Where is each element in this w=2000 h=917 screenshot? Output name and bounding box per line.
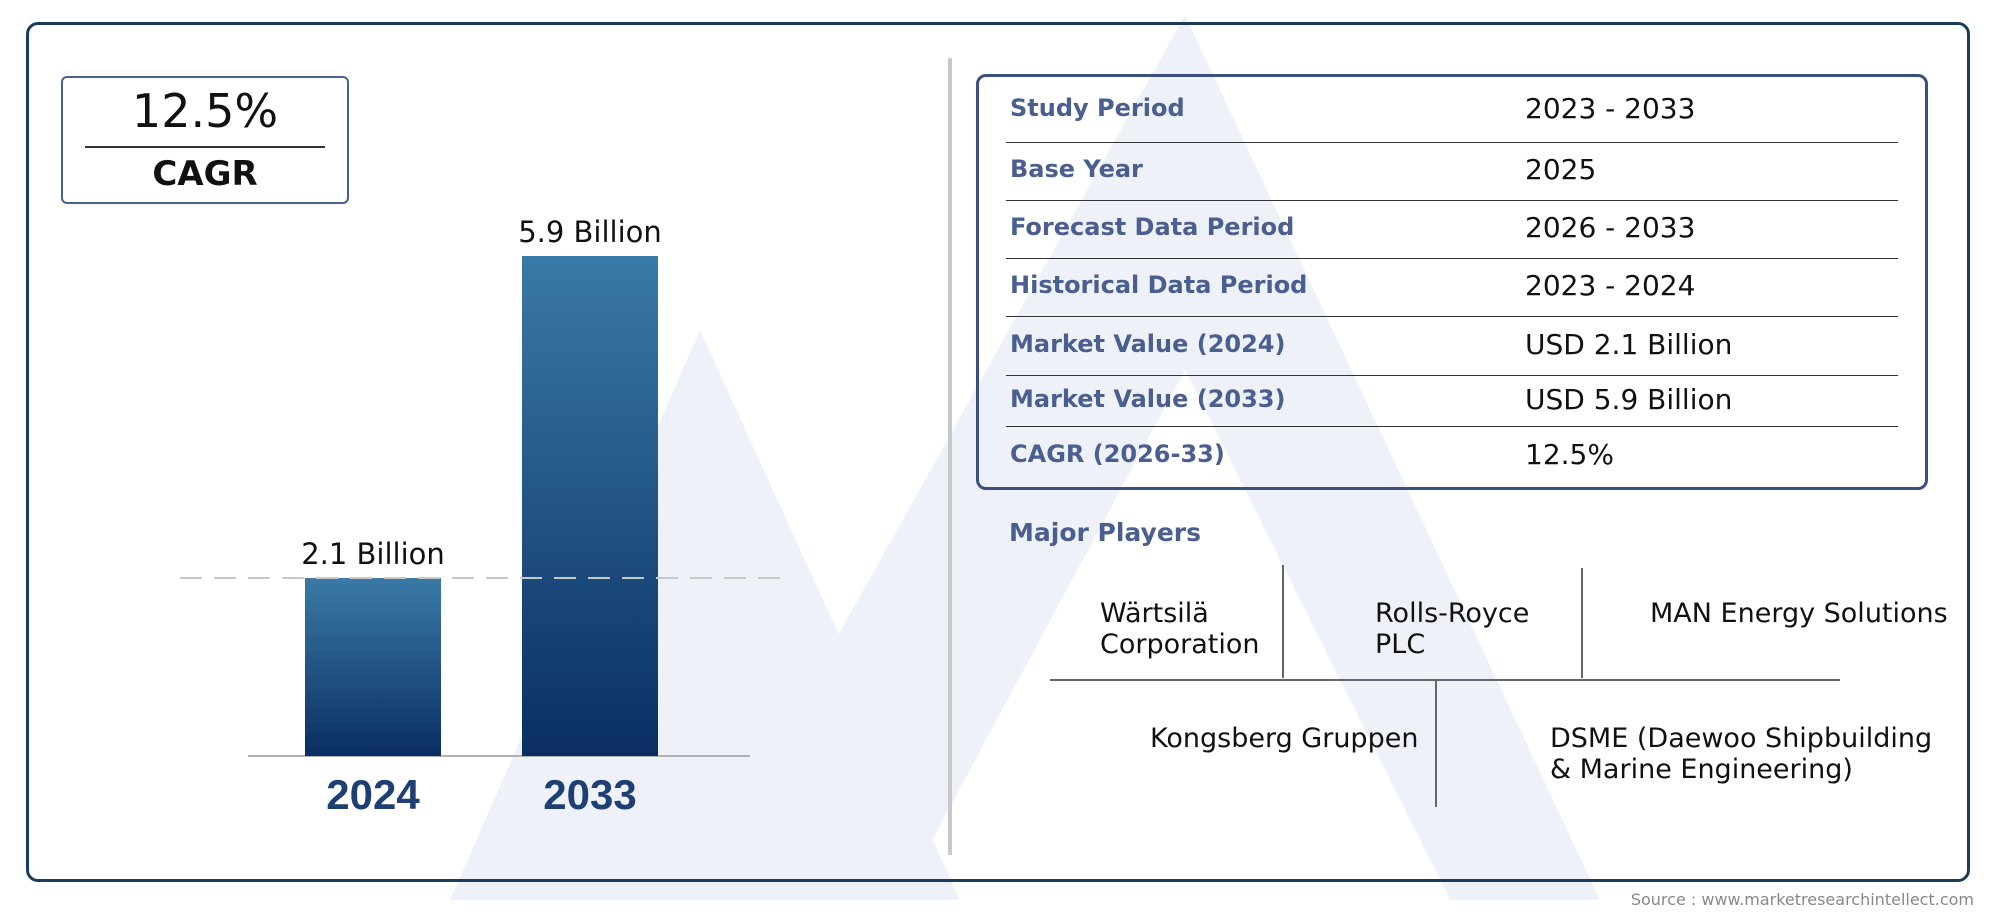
table-row-value: 2023 - 2024 (1525, 269, 1696, 302)
player-name-line2: & Marine Engineering) (1550, 754, 1853, 785)
player-item: Wärtsilä Corporation (1100, 598, 1260, 660)
category-label-2024: 2024 (326, 771, 420, 818)
major-players-title: Major Players (1009, 518, 1201, 547)
table-row-label: CAGR (2026-33) (1010, 440, 1225, 468)
table-row: Historical Data Period 2023 - 2024 (1006, 258, 1898, 317)
table-row-value: USD 2.1 Billion (1525, 327, 1733, 361)
cagr-value: 12.5% (131, 84, 279, 138)
player-name-line1: MAN Energy Solutions (1650, 598, 1948, 629)
bar-2024 (305, 578, 441, 756)
cagr-label: CAGR (152, 154, 258, 194)
table-row-value: 12.5% (1525, 438, 1614, 471)
source-note: Source : www.marketresearchintellect.com (1630, 890, 1974, 909)
player-name-line1: Kongsberg Gruppen (1150, 723, 1419, 754)
table-row-label: Study Period (1010, 93, 1185, 122)
table-row-value: USD 5.9 Billion (1525, 382, 1733, 416)
table-row-label: Historical Data Period (1010, 271, 1308, 299)
player-divider (1282, 565, 1284, 678)
player-item: DSME (Daewoo Shipbuilding & Marine Engine… (1550, 723, 1932, 785)
cagr-divider (85, 146, 325, 148)
player-divider (1050, 679, 1840, 681)
table-row: Market Value (2024) USD 2.1 Billion (1006, 316, 1898, 376)
market-bar-chart: 2.1 Billion 2024 5.9 Billion 2033 (180, 215, 790, 818)
card-frame (26, 22, 1970, 882)
table-row: Base Year 2025 (1006, 142, 1898, 201)
data-label-2033: 5.9 Billion (518, 215, 662, 249)
table-row-value: 2023 - 2033 (1525, 91, 1696, 125)
player-name-line2: Corporation (1100, 629, 1260, 660)
data-label-2024: 2.1 Billion (301, 537, 445, 571)
player-divider (1581, 568, 1583, 678)
player-item: Kongsberg Gruppen (1150, 723, 1418, 754)
table-row-value: 2025 (1525, 153, 1597, 186)
player-divider (1435, 680, 1437, 807)
table-row-label: Base Year (1010, 155, 1143, 183)
table-row-label: Market Value (2033) (1010, 384, 1286, 413)
section-divider (948, 58, 952, 855)
table-row: CAGR (2026-33) 12.5% (1006, 426, 1898, 486)
player-name-line1: Wärtsilä (1100, 598, 1209, 629)
table-row: Study Period 2023 - 2033 (1006, 77, 1898, 143)
category-label-2033: 2033 (543, 771, 636, 818)
player-name-line1: DSME (Daewoo Shipbuilding (1550, 723, 1933, 754)
player-item: Rolls-Royce PLC (1375, 598, 1529, 660)
summary-table: Study Period 2023 - 2033 Base Year 2025 Fore… (976, 74, 1928, 490)
table-row: Market Value (2033) USD 5.9 Billion (1006, 375, 1898, 427)
table-row: Forecast Data Period 2026 - 2033 (1006, 200, 1898, 259)
table-row-label: Forecast Data Period (1010, 213, 1295, 241)
player-item: MAN Energy Solutions (1650, 598, 1948, 629)
cagr-box: 12.5% CAGR (61, 76, 349, 204)
player-name-line2: PLC (1375, 629, 1426, 660)
table-row-value: 2026 - 2033 (1525, 211, 1696, 244)
table-row-label: Market Value (2024) (1010, 329, 1286, 358)
bar-2033 (522, 256, 658, 756)
player-name-line1: Rolls-Royce (1375, 598, 1530, 629)
